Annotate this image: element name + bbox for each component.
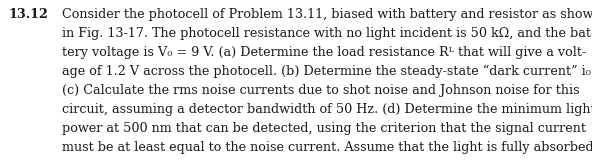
Text: power at 500 nm that can be detected, using the criterion that the signal curren: power at 500 nm that can be detected, us…	[62, 122, 586, 135]
Text: in Fig. 13-17. The photocell resistance with no light incident is 50 kΩ, and the: in Fig. 13-17. The photocell resistance …	[62, 27, 592, 40]
Text: (c) Calculate the rms noise currents due to shot noise and Johnson noise for thi: (c) Calculate the rms noise currents due…	[62, 84, 580, 97]
Text: must be at least equal to the noise current. Assume that the light is fully abso: must be at least equal to the noise curr…	[62, 141, 592, 154]
Text: Consider the photocell of Problem 13.11, biased with battery and resistor as sho: Consider the photocell of Problem 13.11,…	[62, 8, 592, 21]
Text: age of 1.2 V across the photocell. (b) Determine the steady-state “dark current”: age of 1.2 V across the photocell. (b) D…	[62, 65, 592, 78]
Text: 13.12: 13.12	[8, 8, 48, 21]
Text: tery voltage is V₀ = 9 V. (a) Determine the load resistance Rᴸ that will give a : tery voltage is V₀ = 9 V. (a) Determine …	[62, 46, 586, 59]
Text: circuit, assuming a detector bandwidth of 50 Hz. (d) Determine the minimum light: circuit, assuming a detector bandwidth o…	[62, 103, 592, 116]
